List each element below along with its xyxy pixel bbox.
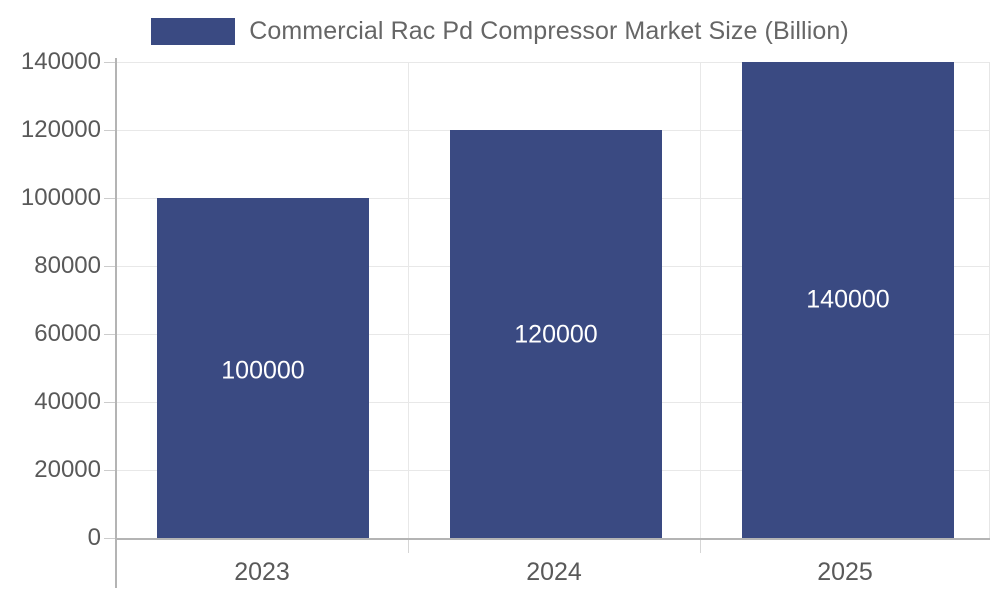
bar-value-label-2023: 100000: [221, 356, 305, 385]
legend-label: Commercial Rac Pd Compressor Market Size…: [249, 16, 849, 45]
y-tick-label: 20000: [34, 456, 101, 483]
bar-value-label-2025: 140000: [806, 285, 890, 314]
y-tick-mark: [104, 198, 115, 199]
x-tick-mark: [408, 539, 409, 553]
chart-legend: Commercial Rac Pd Compressor Market Size…: [0, 14, 1000, 48]
x-tick-label-2025: 2025: [817, 558, 873, 586]
plot-right-border: [989, 62, 990, 539]
y-tick-label: 100000: [20, 184, 101, 211]
y-tick-label: 40000: [34, 388, 101, 415]
y-tick-label: 80000: [34, 252, 101, 279]
bar-2025[interactable]: [742, 62, 954, 539]
bar-value-label-2024: 120000: [514, 320, 598, 349]
bar-2023[interactable]: [157, 198, 369, 539]
y-tick-mark: [104, 334, 115, 335]
gridline-horizontal: [116, 62, 990, 63]
x-tick-label-2023: 2023: [234, 558, 290, 586]
gridline-vertical: [700, 62, 701, 539]
x-axis-line: [116, 538, 990, 540]
y-tick-mark: [104, 470, 115, 471]
y-tick-label: 120000: [20, 116, 101, 143]
y-tick-mark: [104, 402, 115, 403]
y-tick-mark: [104, 130, 115, 131]
y-tick-mark: [104, 266, 115, 267]
x-tick-label-2024: 2024: [526, 558, 582, 586]
y-tick-label: 140000: [20, 48, 101, 75]
legend-swatch-icon: [151, 17, 236, 45]
y-tick-mark: [104, 62, 115, 63]
y-tick-label: 60000: [34, 320, 101, 347]
y-axis-tick-labels: 140000 120000 100000 80000 60000 40000 2…: [0, 0, 101, 600]
x-tick-mark: [700, 539, 701, 553]
gridline-vertical: [408, 62, 409, 539]
y-tick-label: 0: [87, 524, 101, 551]
legend-item-commercial-rac-pd-compressor[interactable]: Commercial Rac Pd Compressor Market Size…: [151, 17, 849, 46]
bar-2024[interactable]: [450, 130, 662, 539]
y-tick-mark: [104, 538, 115, 539]
y-axis-line: [115, 58, 117, 588]
plot-area: 100000 120000 140000: [116, 62, 990, 553]
